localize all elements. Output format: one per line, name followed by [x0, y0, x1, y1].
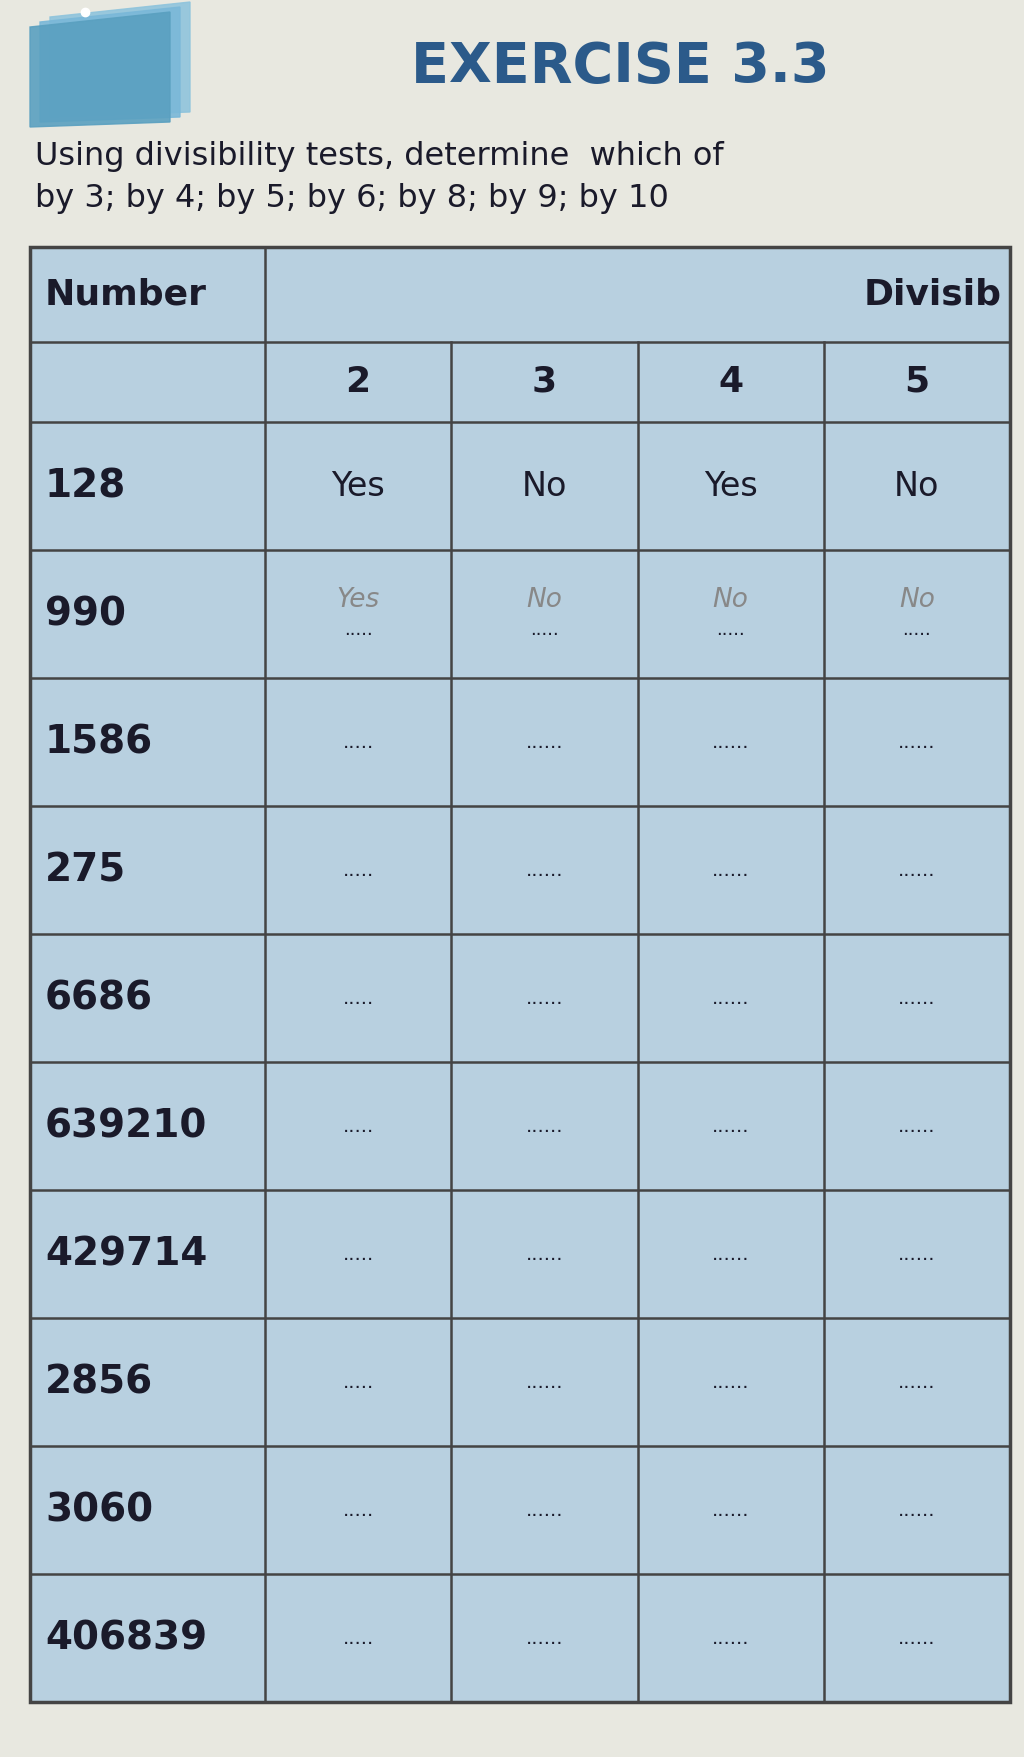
Text: 128: 128: [45, 467, 126, 504]
Bar: [30, 248, 1010, 1703]
Text: Number: Number: [45, 278, 207, 311]
Text: No: No: [526, 587, 562, 613]
Polygon shape: [40, 7, 180, 121]
Text: 3060: 3060: [45, 1492, 154, 1529]
Text: ......: ......: [898, 1116, 936, 1135]
Text: .....: .....: [342, 1116, 374, 1135]
Text: 990: 990: [45, 596, 126, 633]
Text: Using divisibility tests, determine  which of: Using divisibility tests, determine whic…: [35, 142, 724, 172]
Text: .....: .....: [342, 861, 374, 880]
Text: .....: .....: [342, 1244, 374, 1263]
Text: .....: .....: [342, 733, 374, 752]
Text: ......: ......: [712, 1244, 750, 1263]
Text: ......: ......: [712, 733, 750, 752]
Text: by 3; by 4; by 5; by 6; by 8; by 9; by 10: by 3; by 4; by 5; by 6; by 8; by 9; by 1…: [35, 183, 669, 214]
Text: Yes: Yes: [337, 587, 380, 613]
Text: ......: ......: [525, 1244, 563, 1263]
Text: .....: .....: [530, 620, 559, 640]
Text: 6686: 6686: [45, 979, 153, 1017]
Text: .....: .....: [342, 1500, 374, 1520]
Text: ......: ......: [898, 1629, 936, 1648]
Text: ......: ......: [525, 733, 563, 752]
Text: ......: ......: [712, 1372, 750, 1392]
Text: 4: 4: [718, 365, 743, 399]
Text: ......: ......: [525, 861, 563, 880]
Text: No: No: [713, 587, 749, 613]
Text: 3: 3: [531, 365, 557, 399]
Text: 275: 275: [45, 850, 126, 889]
Text: No: No: [521, 469, 567, 503]
Text: ......: ......: [525, 989, 563, 1007]
Polygon shape: [30, 12, 170, 127]
Text: ......: ......: [712, 1116, 750, 1135]
Text: ......: ......: [712, 989, 750, 1007]
Text: ......: ......: [525, 1500, 563, 1520]
Text: .....: .....: [342, 989, 374, 1007]
Text: .....: .....: [902, 620, 931, 640]
Text: ......: ......: [898, 1372, 936, 1392]
Text: 1586: 1586: [45, 722, 154, 761]
Text: ......: ......: [898, 733, 936, 752]
Text: ......: ......: [525, 1372, 563, 1392]
Text: ......: ......: [712, 861, 750, 880]
Text: .....: .....: [342, 1629, 374, 1648]
Text: ......: ......: [898, 1244, 936, 1263]
Text: 2856: 2856: [45, 1363, 154, 1400]
Text: 406839: 406839: [45, 1618, 207, 1657]
Text: ......: ......: [898, 989, 936, 1007]
Text: ......: ......: [712, 1500, 750, 1520]
Text: EXERCISE 3.3: EXERCISE 3.3: [411, 40, 829, 95]
Text: .....: .....: [342, 1372, 374, 1392]
Text: .....: .....: [716, 620, 745, 640]
Text: Divisib: Divisib: [864, 278, 1002, 311]
Bar: [30, 248, 1010, 1703]
Text: No: No: [894, 469, 940, 503]
Text: ......: ......: [712, 1629, 750, 1648]
Text: ......: ......: [525, 1116, 563, 1135]
Text: ......: ......: [898, 861, 936, 880]
Text: Yes: Yes: [331, 469, 385, 503]
Text: Yes: Yes: [703, 469, 758, 503]
Text: ......: ......: [898, 1500, 936, 1520]
Text: 429714: 429714: [45, 1235, 208, 1274]
Text: No: No: [899, 587, 935, 613]
Text: ......: ......: [525, 1629, 563, 1648]
Text: .....: .....: [344, 620, 373, 640]
Text: 639210: 639210: [45, 1107, 208, 1146]
Polygon shape: [50, 2, 190, 118]
Text: 2: 2: [345, 365, 371, 399]
Text: 5: 5: [904, 365, 930, 399]
